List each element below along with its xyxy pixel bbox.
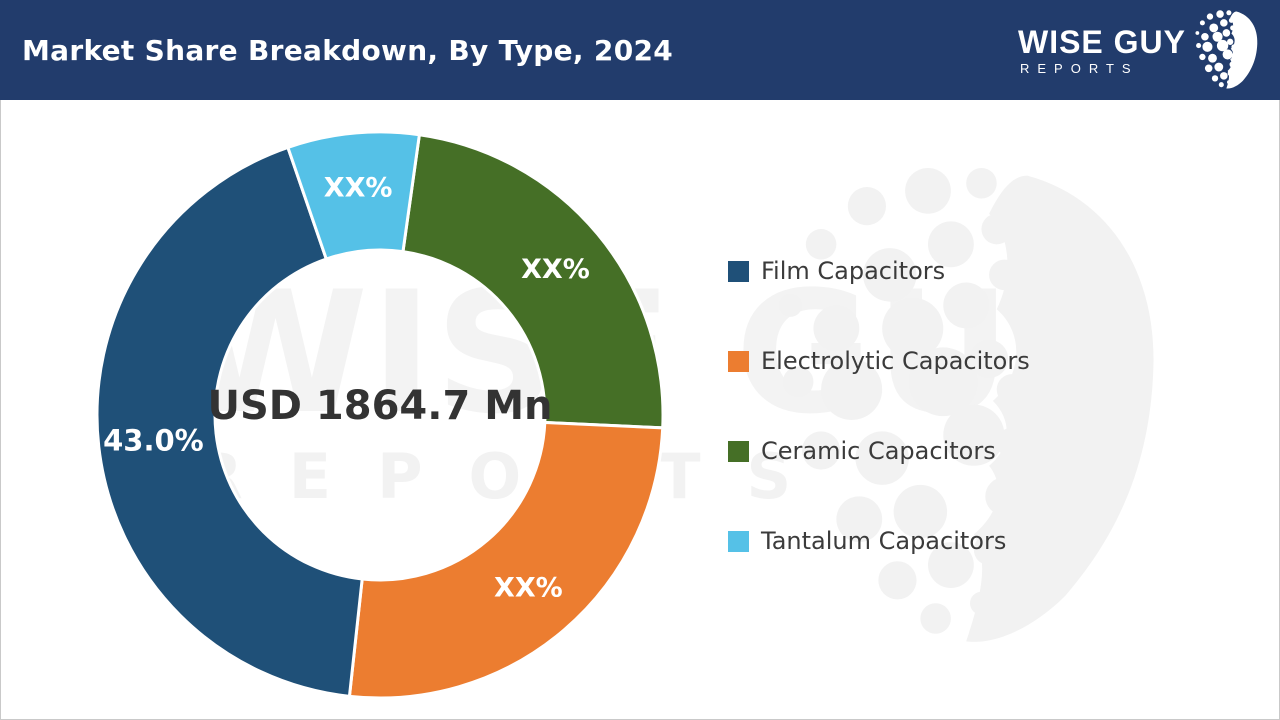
slice-label-film-capacitors: 43.0% (103, 423, 204, 457)
legend-label: Electrolytic Capacitors (761, 347, 1030, 375)
slice-label-tantalum-capacitors: XX% (324, 173, 393, 204)
header-bar: Market Share Breakdown, By Type, 2024 WI… (0, 0, 1280, 100)
wiseguy-logo-text: WISE GUY REPORTS (1018, 26, 1186, 75)
legend-label: Tantalum Capacitors (761, 527, 1007, 555)
logo-subtitle: REPORTS (1019, 60, 1139, 76)
legend-label: Film Capacitors (761, 257, 946, 285)
legend-swatch (728, 260, 749, 282)
donut-segment-tantalum-capacitors (285, 130, 422, 261)
logo-wordmark: WISE GUY (1017, 23, 1186, 60)
wiseguy-face-icon (1195, 10, 1258, 89)
slice-label-ceramic-capacitors: XX% (521, 254, 590, 285)
donut-segment-ceramic-capacitors (401, 133, 665, 430)
donut-segment-electrolytic-capacitors (347, 420, 665, 700)
donut-center-value: USD 1864.7 Mn (207, 383, 553, 429)
legend-label: Ceramic Capacitors (761, 437, 996, 465)
wiseguy-logo: WISE GUY REPORTS (1018, 9, 1280, 91)
slice-label-electrolytic-capacitors: XX% (494, 573, 563, 604)
legend-swatch (728, 350, 749, 372)
chart-legend: Film Capacitors Electrolytic Capacitors Ce… (728, 256, 1030, 616)
legend-swatch (728, 530, 749, 552)
legend-swatch (728, 440, 749, 462)
page-title: Market Share Breakdown, By Type, 2024 (22, 33, 674, 67)
legend-item-film-capacitors: Film Capacitors (728, 256, 1030, 286)
legend-item-tantalum-capacitors: Tantalum Capacitors (728, 526, 1030, 556)
legend-item-ceramic-capacitors: Ceramic Capacitors (728, 436, 1030, 466)
donut-segment-film-capacitors (95, 145, 364, 699)
donut-chart: XX% XX% 43.0% XX% (95, 130, 665, 700)
legend-item-electrolytic-capacitors: Electrolytic Capacitors (728, 346, 1030, 376)
